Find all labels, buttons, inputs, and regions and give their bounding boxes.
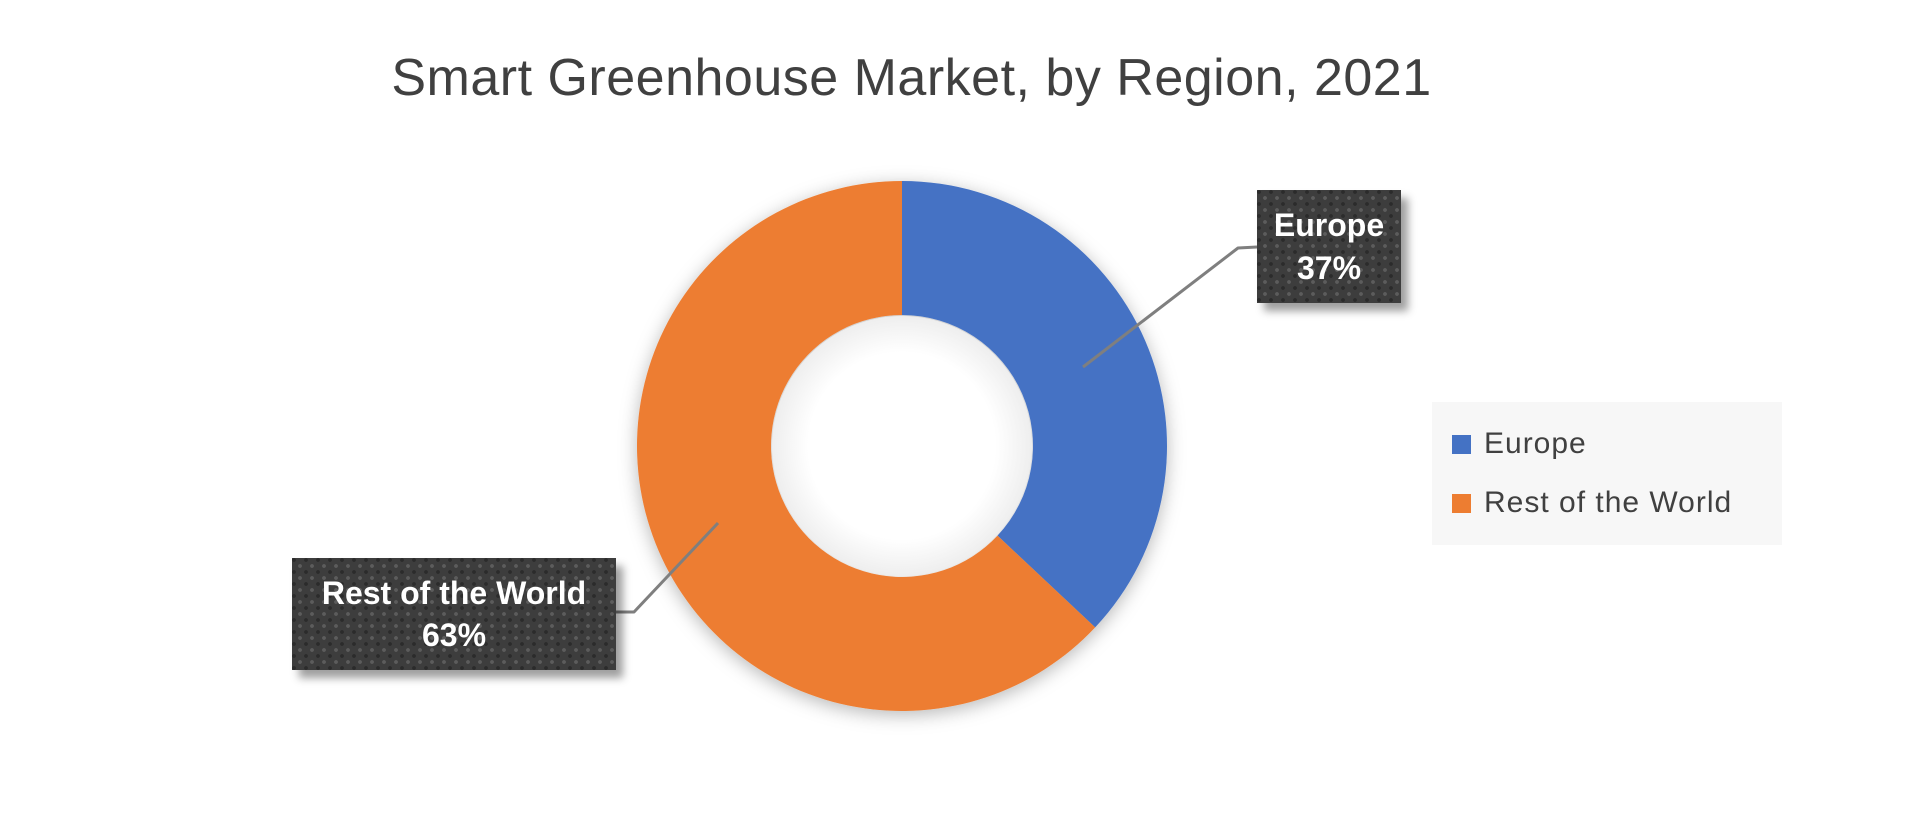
legend-label-rest-of-world: Rest of the World	[1484, 486, 1733, 519]
slice-europe	[902, 181, 1167, 628]
legend-item-europe: Europe	[1452, 427, 1782, 461]
callout-europe-value: 37%	[1296, 249, 1362, 286]
legend-swatch-rest-of-world	[1452, 493, 1471, 513]
legend-swatch-europe	[1452, 434, 1471, 454]
leader-line-rest-of-world	[615, 521, 720, 614]
donut-hole	[772, 316, 1032, 576]
donut-slices	[636, 181, 1167, 711]
callout-rest-of-world: Rest of the World 63%	[292, 558, 616, 670]
legend: Europe Rest of the World	[1432, 402, 1782, 545]
legend-item-rest-of-world: Rest of the World	[1452, 486, 1782, 520]
legend-label-europe: Europe	[1484, 427, 1587, 460]
callout-rest-of-world-value: 63%	[421, 617, 487, 653]
chart-title: Smart Greenhouse Market, by Region, 2021	[391, 49, 1432, 107]
slice-rest-of-the-world	[636, 181, 1096, 711]
callout-europe-label: Europe	[1273, 207, 1385, 244]
callout-rest-of-world-label: Rest of the World	[321, 574, 587, 611]
callout-europe: Europe 37%	[1257, 190, 1401, 303]
leader-line-europe	[1082, 245, 1258, 369]
